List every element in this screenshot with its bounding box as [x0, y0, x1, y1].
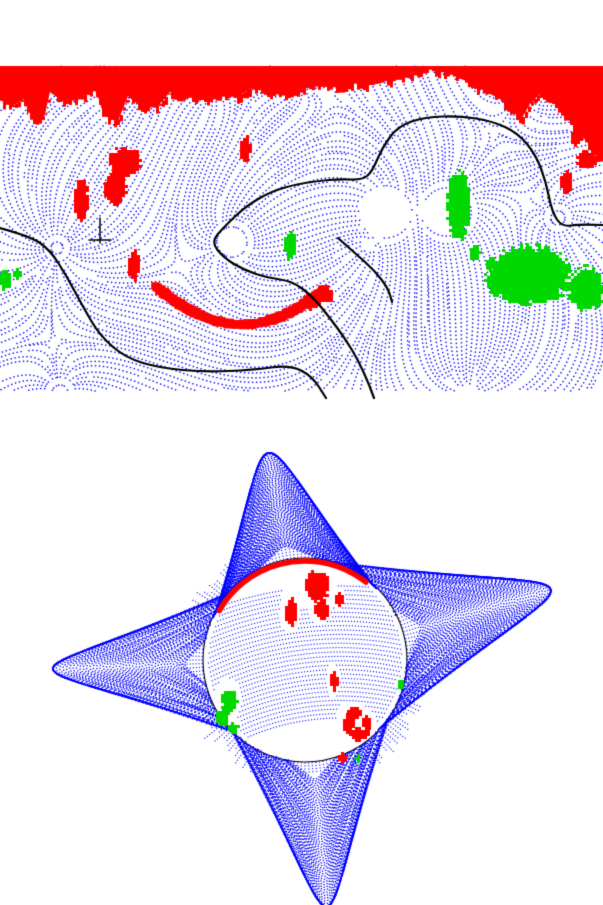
scientific-figure	[0, 0, 603, 905]
figure-canvas	[0, 0, 603, 905]
